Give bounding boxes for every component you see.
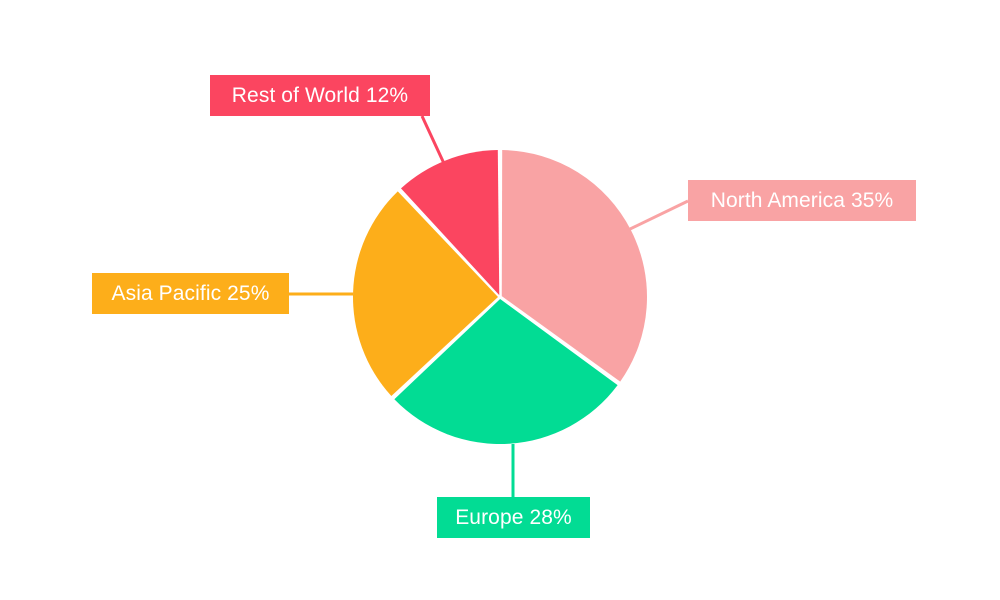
pie-label-text: Europe 28% — [455, 506, 572, 529]
pie-slice — [394, 298, 618, 444]
pie-slice — [501, 150, 647, 382]
pie-label-north-america: North America 35% — [688, 180, 916, 221]
pie-label-text: North America 35% — [710, 189, 894, 212]
leader-lines — [289, 115, 689, 497]
pie-label-text: Rest of World 12% — [231, 84, 409, 107]
pie-slice — [353, 191, 499, 397]
pie-label-rest-of-world: Rest of World 12% — [210, 75, 430, 116]
pie-label-asia-pacific: Asia Pacific 25% — [92, 273, 289, 314]
pie-label-europe: Europe 28% — [437, 497, 590, 538]
pie-leader-line — [627, 199, 689, 232]
pie-label-text: Asia Pacific 25% — [111, 282, 270, 305]
pie-slices — [353, 150, 647, 444]
pie-slice — [400, 150, 500, 296]
pie-leader-line — [420, 115, 449, 171]
